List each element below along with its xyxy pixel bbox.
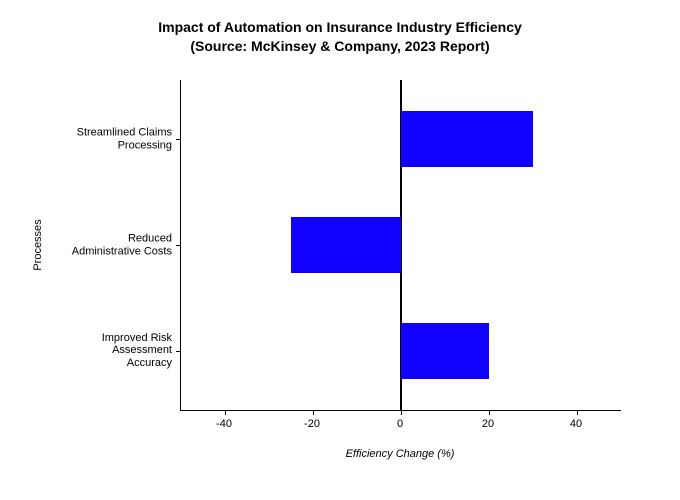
title-line-2: (Source: McKinsey & Company, 2023 Report… xyxy=(190,38,489,54)
x-axis-label: Efficiency Change (%) xyxy=(346,448,455,460)
bar xyxy=(401,323,489,379)
chart-container: Impact of Automation on Insurance Indust… xyxy=(0,0,680,500)
y-tick-label: ReducedAdministrative Costs xyxy=(62,232,172,257)
x-tick xyxy=(225,410,226,415)
x-tick xyxy=(401,410,402,415)
x-tick-label: 20 xyxy=(482,418,494,430)
y-axis-label: Processes xyxy=(32,219,44,270)
y-tick xyxy=(176,139,181,140)
x-tick xyxy=(577,410,578,415)
x-tick xyxy=(313,410,314,415)
y-tick-label: Improved RiskAssessmentAccuracy xyxy=(62,332,172,370)
y-tick xyxy=(176,245,181,246)
x-tick-label: -40 xyxy=(216,418,232,430)
chart-title: Impact of Automation on Insurance Indust… xyxy=(0,18,680,56)
x-tick xyxy=(489,410,490,415)
x-tick-label: 40 xyxy=(570,418,582,430)
bar xyxy=(291,217,401,273)
y-tick xyxy=(176,351,181,352)
y-tick-label: Streamlined ClaimsProcessing xyxy=(62,127,172,152)
x-tick-label: -20 xyxy=(304,418,320,430)
bar xyxy=(401,111,533,167)
title-line-1: Impact of Automation on Insurance Indust… xyxy=(158,19,522,35)
x-tick-label: 0 xyxy=(397,418,403,430)
plot-area xyxy=(180,80,621,411)
